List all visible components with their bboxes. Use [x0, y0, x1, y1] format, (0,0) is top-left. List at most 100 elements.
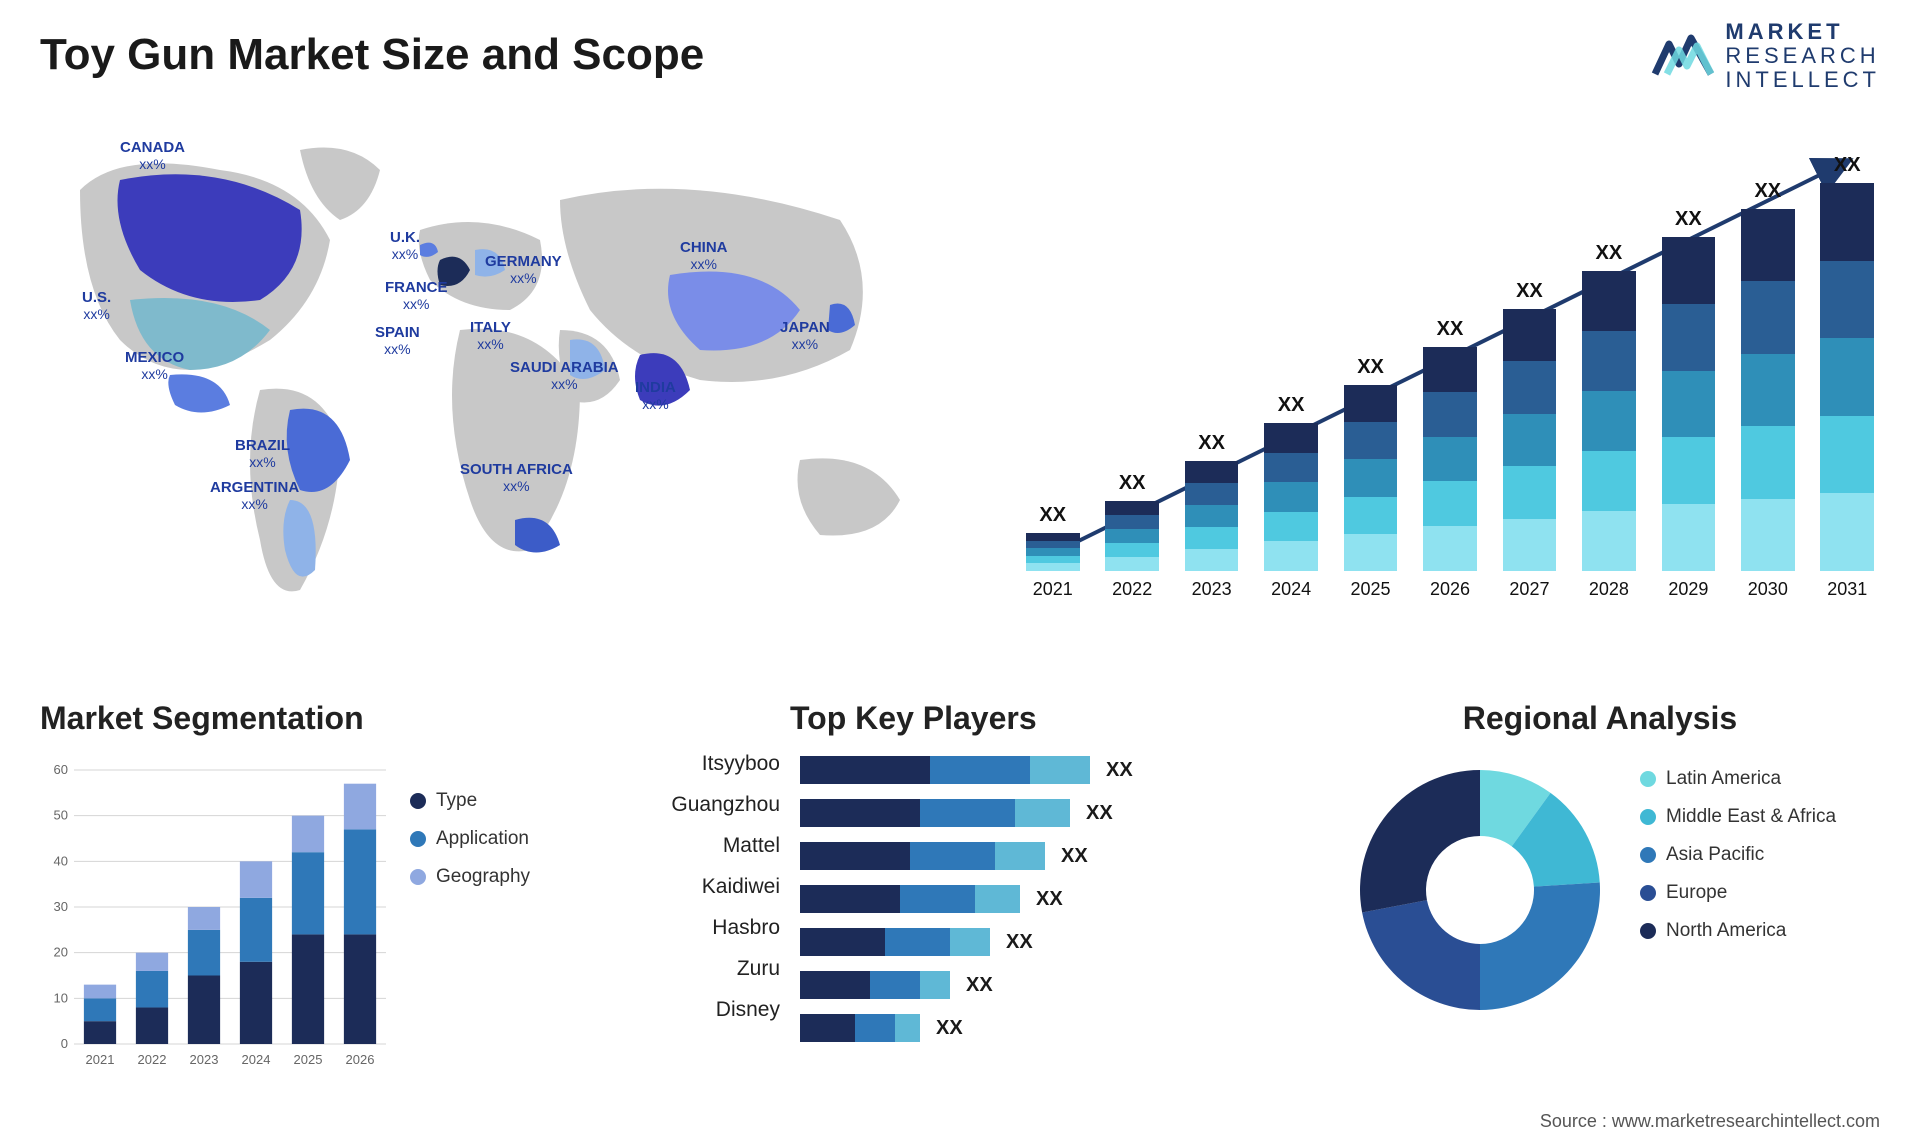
- growth-bar-2027: XX2027: [1497, 280, 1562, 600]
- growth-bar-2031: XX2031: [1815, 154, 1880, 600]
- seg-bar-segment: [136, 971, 168, 1008]
- growth-bar-segment: [1423, 437, 1477, 482]
- growth-bar-segment: [1344, 422, 1398, 459]
- growth-bar-segment: [1582, 451, 1636, 511]
- map-region-safrica: [515, 518, 560, 553]
- growth-bar-2024: XX2024: [1258, 394, 1323, 600]
- seg-bar-segment: [292, 816, 324, 853]
- player-bar-segment: [885, 928, 950, 956]
- growth-chart: XX2021XX2022XX2023XX2024XX2025XX2026XX20…: [1020, 130, 1880, 630]
- seg-bar-segment: [344, 934, 376, 1044]
- seg-legend-item: Application: [410, 828, 530, 850]
- page-title: Toy Gun Market Size and Scope: [40, 30, 704, 80]
- seg-bar-segment: [240, 962, 272, 1044]
- map-label-italy: ITALYxx%: [470, 320, 511, 352]
- legend-dot: [1640, 923, 1656, 939]
- player-bar-segment: [800, 1014, 855, 1042]
- seg-bar-segment: [136, 1007, 168, 1044]
- segmentation-title: Market Segmentation: [40, 700, 610, 737]
- growth-bar-2023: XX2023: [1179, 432, 1244, 600]
- growth-bar-2026: XX2026: [1417, 318, 1482, 600]
- seg-bar-segment: [344, 784, 376, 830]
- svg-text:30: 30: [54, 899, 68, 914]
- player-name: Hasbro: [620, 916, 780, 940]
- brand-line-2: RESEARCH: [1725, 44, 1880, 68]
- seg-bar-segment: [84, 998, 116, 1021]
- growth-bar-segment: [1741, 499, 1795, 571]
- seg-bar-segment: [240, 898, 272, 962]
- map-label-china: CHINAxx%: [680, 240, 728, 272]
- growth-bar-segment: [1820, 183, 1874, 261]
- growth-bar-segment: [1741, 209, 1795, 281]
- growth-bar-2021: XX2021: [1020, 504, 1085, 600]
- seg-bar-segment: [344, 829, 376, 934]
- seg-bar-segment: [292, 934, 324, 1044]
- growth-bar-segment: [1264, 512, 1318, 542]
- regional-legend: Latin America Middle East & Africa Asia Pa…: [1640, 768, 1836, 958]
- region-legend-item: Middle East & Africa: [1640, 806, 1836, 828]
- seg-bar-segment: [188, 976, 220, 1045]
- legend-dot: [1640, 847, 1656, 863]
- map-label-spain: SPAINxx%: [375, 325, 420, 357]
- growth-bar-segment: [1820, 416, 1874, 494]
- player-bar-segment: [975, 885, 1020, 913]
- seg-legend-item: Geography: [410, 866, 530, 888]
- svg-text:0: 0: [61, 1036, 68, 1051]
- map-label-south-africa: SOUTH AFRICAxx%: [460, 462, 573, 494]
- legend-label: Type: [436, 790, 477, 812]
- svg-text:2022: 2022: [138, 1052, 167, 1067]
- player-bar-segment: [800, 842, 910, 870]
- growth-bar-segment: [1344, 385, 1398, 422]
- player-bar-row: XX: [800, 799, 1280, 827]
- growth-bar-segment: [1582, 271, 1636, 331]
- svg-text:2025: 2025: [294, 1052, 323, 1067]
- player-bar-segment: [910, 842, 995, 870]
- map-label-mexico: MEXICOxx%: [125, 350, 184, 382]
- svg-text:2021: 2021: [86, 1052, 115, 1067]
- legend-label: Application: [436, 828, 529, 850]
- growth-bar-2025: XX2025: [1338, 356, 1403, 600]
- growth-bar-segment: [1185, 505, 1239, 527]
- map-label-u-s-: U.S.xx%: [82, 290, 111, 322]
- growth-bar-category: 2022: [1112, 579, 1152, 600]
- growth-bar-segment: [1503, 361, 1557, 413]
- player-bar-segment: [920, 799, 1015, 827]
- region-legend-item: Europe: [1640, 882, 1836, 904]
- legend-label: Asia Pacific: [1666, 844, 1764, 866]
- growth-bar-2022: XX2022: [1099, 472, 1164, 600]
- legend-dot: [410, 869, 426, 885]
- legend-label: Europe: [1666, 882, 1727, 904]
- map-label-brazil: BRAZILxx%: [235, 438, 290, 470]
- growth-bar-category: 2021: [1033, 579, 1073, 600]
- segmentation-section: Market Segmentation 01020304050602021202…: [40, 700, 610, 1080]
- growth-bar-value: XX: [1516, 280, 1543, 303]
- growth-bar-segment: [1820, 493, 1874, 571]
- growth-bar-segment: [1344, 497, 1398, 534]
- growth-bar-segment: [1662, 237, 1716, 304]
- regional-title: Regional Analysis: [1320, 700, 1880, 737]
- donut-slice: [1480, 882, 1600, 1010]
- growth-bar-value: XX: [1834, 154, 1861, 177]
- player-bar-value: XX: [966, 974, 993, 997]
- player-bar-segment: [920, 971, 950, 999]
- growth-bar-segment: [1582, 511, 1636, 571]
- growth-bar-segment: [1026, 541, 1080, 549]
- player-bar-value: XX: [1086, 802, 1113, 825]
- svg-text:40: 40: [54, 853, 68, 868]
- player-name: Guangzhou: [620, 793, 780, 817]
- svg-text:2026: 2026: [346, 1052, 375, 1067]
- player-bar-row: XX: [800, 756, 1280, 784]
- player-bar-row: XX: [800, 971, 1280, 999]
- player-bar-segment: [995, 842, 1045, 870]
- region-legend-item: Latin America: [1640, 768, 1836, 790]
- growth-bar-segment: [1344, 534, 1398, 571]
- growth-bar-segment: [1662, 504, 1716, 571]
- brand-logo: MARKET RESEARCH INTELLECT: [1651, 20, 1880, 93]
- donut-slice: [1360, 770, 1480, 912]
- seg-bar-segment: [188, 907, 220, 930]
- segmentation-legend: Type Application Geography: [410, 790, 530, 904]
- growth-bar-segment: [1820, 338, 1874, 416]
- player-bar-segment: [800, 799, 920, 827]
- player-bar-segment: [800, 928, 885, 956]
- growth-bar-category: 2023: [1192, 579, 1232, 600]
